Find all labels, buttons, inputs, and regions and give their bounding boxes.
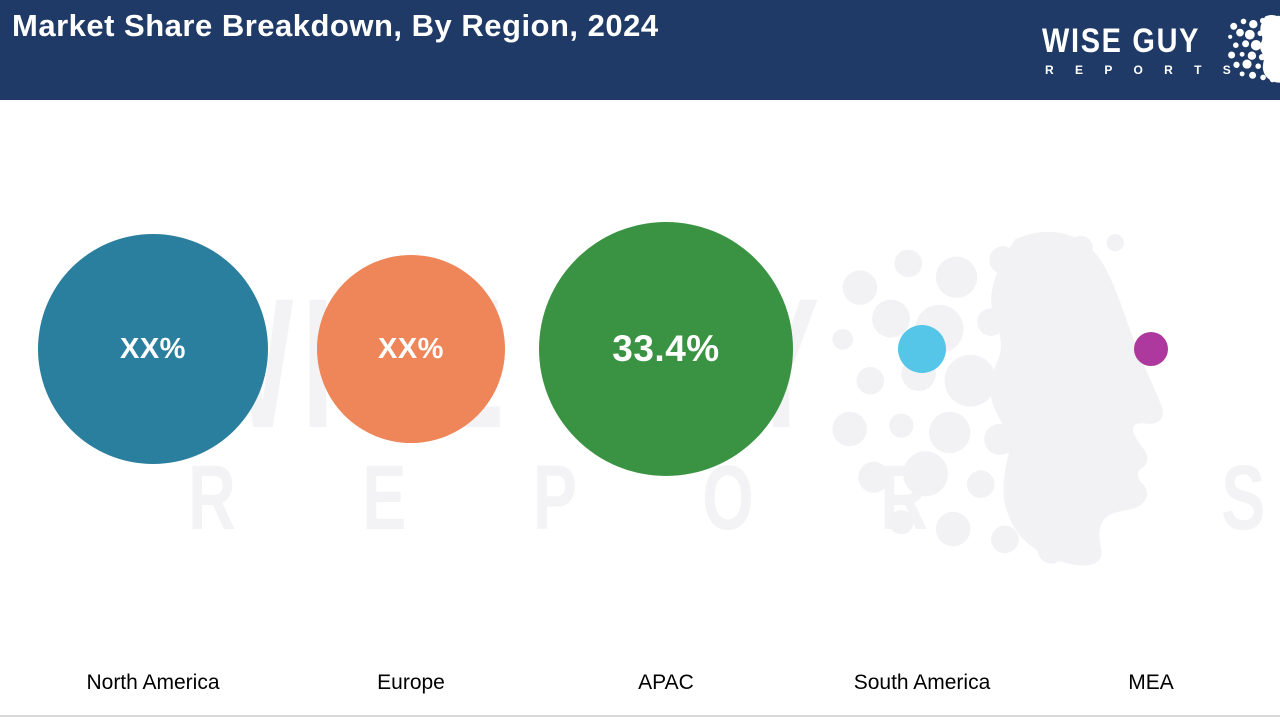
watermark-head-icon [832,231,1163,566]
bubble-south-america [898,325,946,373]
logo-wordmark: WISE GUY [1042,22,1201,60]
category-label-north-america: North America [86,671,220,694]
bubble-value-label: XX% [378,332,444,365]
bubble-value-label: 33.4% [612,328,720,369]
bottom-divider [0,715,1280,717]
logo-reports-text: R E P O R T S [1045,63,1240,77]
wise-guy-reports-logo: WISE GUY R E P O R T S [1042,14,1280,86]
bubble-apac: 33.4% [539,222,793,476]
category-label-apac: APAC [638,671,694,694]
category-label-south-america: South America [853,671,991,694]
header-bar: Market Share Breakdown, By Region, 2024 … [0,0,1280,100]
bubble-europe: XX% [317,255,505,443]
category-label-mea: MEA [1128,671,1174,694]
logo-head-icon [1227,14,1280,83]
page-title: Market Share Breakdown, By Region, 2024 [12,8,659,43]
logo-text: WISE GUY R E P O R T S [1042,24,1240,77]
category-label-europe: Europe [377,671,445,694]
bubble-mea [1134,332,1168,366]
bubble-value-label: XX% [120,332,186,365]
bubble-north-america: XX% [38,234,268,464]
